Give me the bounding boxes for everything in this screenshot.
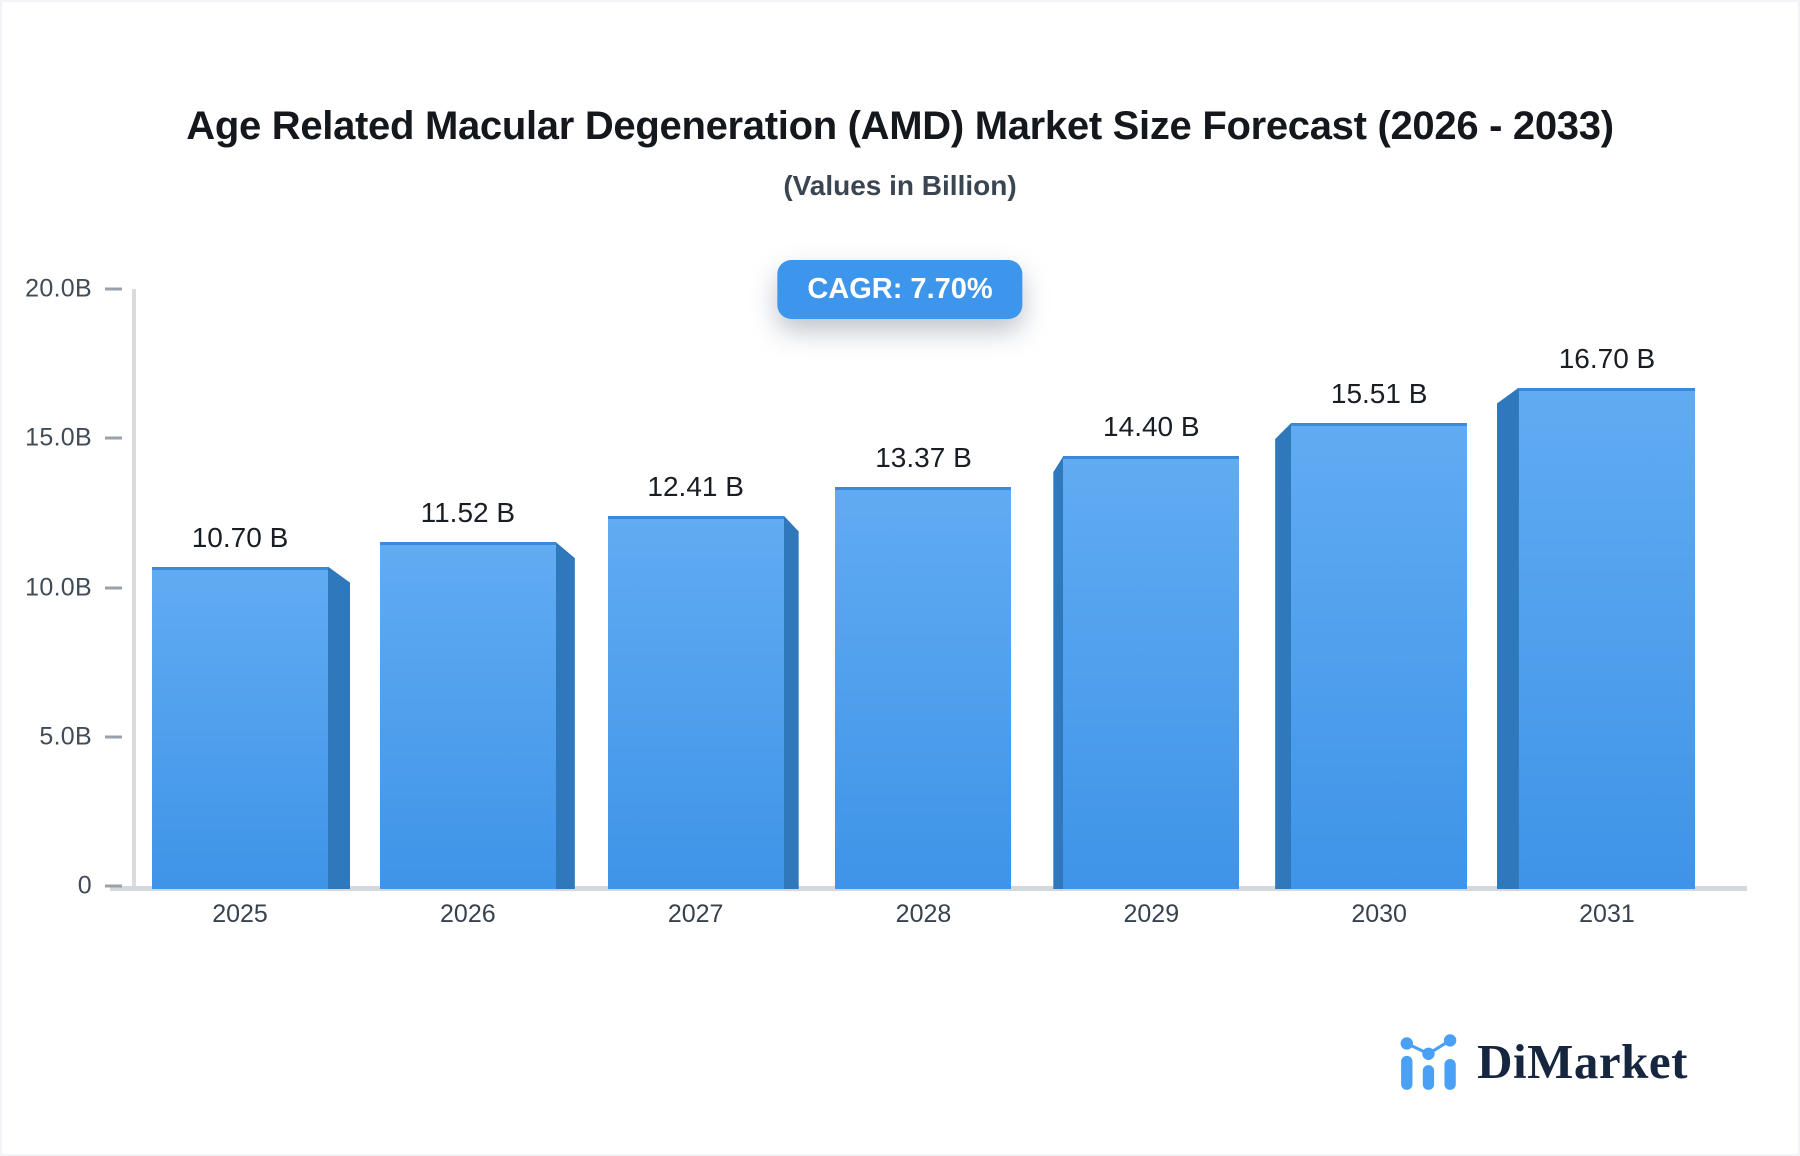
y-tick-label: 0 (77, 871, 92, 900)
page-title: Age Related Macular Degeneration (AMD) M… (186, 104, 1614, 148)
bar-value-label: 12.41 B (647, 470, 744, 502)
bar-value-label: 13.37 B (875, 441, 972, 473)
brand-logo: DiMarket (1397, 1030, 1688, 1092)
x-tick-label: 2029 (1123, 900, 1180, 928)
y-tick-mark (105, 884, 122, 888)
y-tick-mark (105, 735, 122, 739)
bar-value-label: 16.70 B (1558, 342, 1656, 374)
x-tick-label: 2030 (1351, 900, 1407, 928)
brand-name: DiMarket (1477, 1033, 1688, 1089)
y-tick-mark (105, 436, 122, 440)
bar-2025 (152, 566, 328, 889)
y-tick-mark (105, 287, 122, 291)
bar-2027 (607, 515, 784, 889)
x-tick-label: 2027 (667, 900, 724, 928)
bar-2028 (835, 486, 1012, 889)
bar-side-face-2025 (328, 566, 350, 889)
bar-value-label: 15.51 B (1330, 378, 1428, 410)
x-tick-label: 2026 (440, 900, 496, 928)
bar-value-label: 11.52 B (420, 497, 516, 529)
bar-chart-with-trend-dots-icon (1400, 1034, 1457, 1090)
y-tick-label: 20.0B (25, 274, 92, 303)
bar-side-face-2026 (555, 542, 575, 889)
bar-value-label: 10.70 B (191, 521, 289, 553)
bar-side-face-2031 (1496, 387, 1519, 889)
cagr-badge: CAGR: 7.70% (777, 260, 1023, 319)
bar-side-face-2029 (1053, 456, 1064, 889)
y-tick-label: 10.0B (25, 573, 92, 601)
bar-2031 (1518, 387, 1695, 889)
bar-2026 (379, 542, 556, 889)
bar-side-face-2027 (783, 515, 799, 889)
bar-value-label: 14.40 B (1103, 411, 1200, 443)
bar-side-face-2030 (1275, 423, 1292, 889)
page-subtitle: (Values in Billion) (783, 170, 1017, 201)
x-tick-label: 2031 (1579, 900, 1635, 928)
y-tick-label: 15.0B (25, 423, 92, 452)
y-tick-mark (105, 586, 122, 589)
bar-2030 (1291, 423, 1468, 889)
x-tick-label: 2028 (895, 900, 952, 928)
x-tick-label: 2025 (212, 900, 268, 928)
y-tick-label: 5.0B (39, 722, 92, 751)
y-axis-line (132, 289, 136, 890)
bar-2029 (1063, 456, 1240, 889)
